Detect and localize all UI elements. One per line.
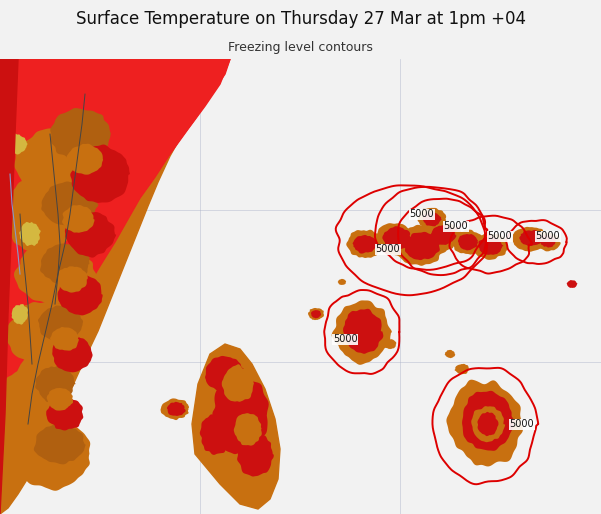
Polygon shape: [212, 374, 269, 454]
Text: 5000: 5000: [444, 221, 468, 231]
Text: 5000: 5000: [410, 209, 435, 219]
Polygon shape: [237, 432, 274, 476]
Polygon shape: [11, 304, 28, 325]
Polygon shape: [2, 365, 69, 423]
Polygon shape: [50, 327, 79, 351]
Polygon shape: [447, 380, 523, 466]
Polygon shape: [445, 350, 455, 358]
Polygon shape: [374, 223, 415, 255]
Polygon shape: [511, 227, 549, 252]
Polygon shape: [52, 336, 93, 372]
Polygon shape: [65, 212, 116, 258]
Polygon shape: [418, 208, 446, 230]
Polygon shape: [540, 235, 556, 248]
Polygon shape: [9, 417, 90, 491]
Polygon shape: [5, 302, 82, 368]
Polygon shape: [234, 413, 262, 446]
Polygon shape: [34, 423, 85, 464]
Polygon shape: [58, 274, 103, 316]
Polygon shape: [19, 222, 41, 246]
Polygon shape: [332, 300, 392, 365]
Text: 5000: 5000: [333, 334, 358, 344]
Polygon shape: [0, 59, 210, 514]
Polygon shape: [471, 232, 507, 260]
Polygon shape: [205, 356, 246, 392]
Polygon shape: [346, 230, 383, 258]
Polygon shape: [167, 402, 186, 416]
Polygon shape: [50, 108, 111, 160]
Polygon shape: [423, 212, 442, 226]
Text: 5000: 5000: [535, 231, 560, 241]
Polygon shape: [14, 243, 96, 305]
Text: 5000: 5000: [376, 244, 400, 254]
Polygon shape: [471, 406, 505, 442]
Polygon shape: [311, 310, 321, 318]
Polygon shape: [47, 388, 73, 411]
Polygon shape: [0, 59, 18, 514]
Text: Surface Temperature on Thursday 27 Mar at 1pm +04: Surface Temperature on Thursday 27 Mar a…: [76, 10, 525, 28]
Polygon shape: [424, 221, 461, 251]
Polygon shape: [404, 232, 440, 260]
Polygon shape: [160, 398, 189, 420]
Polygon shape: [62, 205, 94, 233]
Polygon shape: [14, 128, 108, 200]
Polygon shape: [454, 364, 469, 374]
Polygon shape: [57, 266, 88, 292]
Polygon shape: [2, 134, 28, 155]
Polygon shape: [70, 144, 130, 203]
Polygon shape: [431, 225, 456, 245]
Polygon shape: [478, 237, 504, 255]
Polygon shape: [567, 280, 578, 288]
Polygon shape: [40, 244, 90, 284]
Text: 5000: 5000: [510, 419, 534, 429]
Polygon shape: [35, 366, 76, 402]
Polygon shape: [452, 229, 484, 254]
Polygon shape: [4, 174, 76, 256]
Polygon shape: [0, 59, 230, 354]
Polygon shape: [222, 364, 254, 402]
Polygon shape: [384, 339, 396, 349]
Polygon shape: [38, 305, 83, 342]
Polygon shape: [41, 181, 99, 226]
Polygon shape: [519, 230, 542, 246]
Polygon shape: [536, 233, 561, 251]
Text: 5000: 5000: [487, 231, 512, 241]
Polygon shape: [338, 279, 346, 285]
Polygon shape: [394, 225, 447, 266]
Polygon shape: [67, 144, 103, 175]
Polygon shape: [0, 59, 50, 514]
Polygon shape: [458, 234, 478, 250]
Polygon shape: [343, 309, 383, 354]
Polygon shape: [353, 235, 377, 253]
Polygon shape: [462, 391, 514, 451]
Polygon shape: [192, 344, 280, 509]
Polygon shape: [308, 308, 324, 320]
Polygon shape: [477, 412, 498, 436]
Text: Freezing level contours: Freezing level contours: [228, 41, 373, 54]
Polygon shape: [0, 59, 230, 434]
Polygon shape: [200, 413, 230, 455]
Polygon shape: [46, 397, 84, 430]
Polygon shape: [382, 226, 411, 250]
